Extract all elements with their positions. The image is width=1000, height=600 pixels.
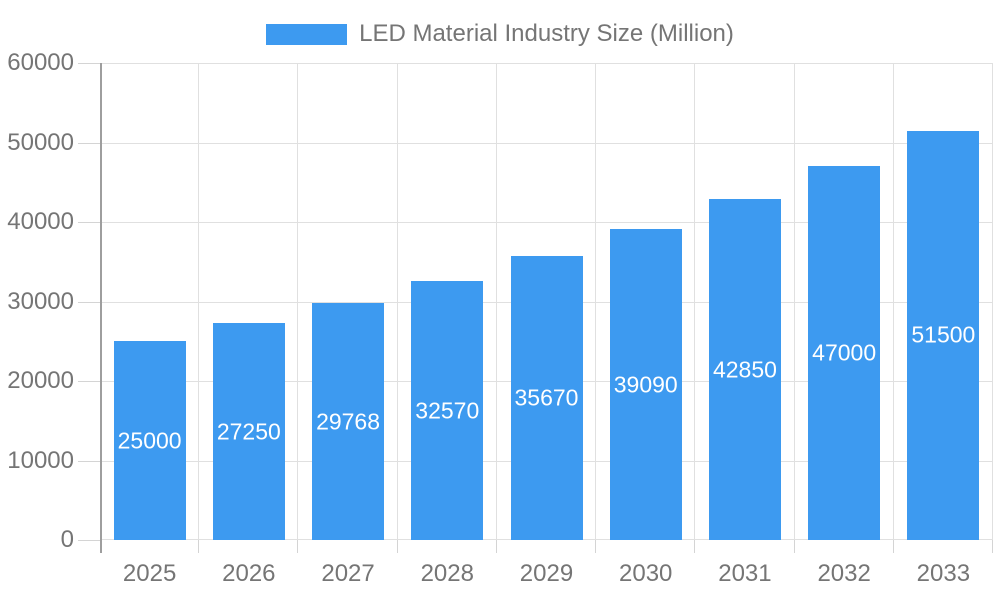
bar-value-label: 35670 (514, 384, 579, 411)
x-axis-label: 2031 (718, 560, 772, 587)
x-axis-tick (495, 540, 497, 553)
y-axis-tick (78, 142, 100, 144)
gridline-v (595, 63, 597, 540)
bar-2031[interactable]: 42850 (708, 199, 781, 540)
y-axis-label: 50000 (7, 128, 74, 156)
gridline-v (198, 63, 200, 540)
x-axis-label: 2030 (619, 560, 673, 587)
gridline-v (793, 63, 795, 540)
y-axis-tick (78, 301, 100, 303)
y-axis-line (100, 63, 102, 553)
y-axis-tick (78, 63, 100, 64)
bar-2027[interactable]: 29768 (312, 303, 385, 540)
x-axis-tick (595, 540, 597, 553)
bar-value-label: 27250 (216, 418, 281, 445)
bar-value-label: 29768 (316, 408, 381, 435)
gridline-h (100, 142, 993, 144)
x-axis-label: 2033 (916, 560, 971, 587)
gridline-v (694, 63, 696, 540)
y-axis-label: 0 (60, 526, 74, 553)
x-axis-label: 2026 (222, 560, 276, 587)
bar-2025[interactable]: 25000 (113, 341, 186, 540)
chart-legend[interactable]: LED Material Industry Size (Million) (0, 20, 1000, 48)
y-axis-label: 30000 (7, 287, 74, 315)
bar-value-label: 32570 (415, 397, 480, 424)
bar-value-label: 51500 (911, 321, 976, 348)
bar-2029[interactable]: 35670 (510, 256, 583, 540)
gridline-h (100, 63, 993, 64)
x-axis-tick (198, 540, 200, 553)
x-axis-tick (992, 540, 993, 553)
x-axis-label: 2025 (122, 560, 177, 587)
bar-value-label: 42850 (712, 356, 777, 383)
gridline-h (100, 222, 993, 223)
bar-2032[interactable]: 47000 (808, 166, 881, 540)
bar-2030[interactable]: 39090 (609, 229, 682, 540)
y-axis-label: 40000 (7, 208, 74, 235)
x-axis-label: 2029 (519, 560, 574, 587)
legend-swatch[interactable] (266, 23, 348, 45)
y-axis-label: 10000 (7, 446, 74, 474)
y-axis-tick (78, 381, 100, 382)
plot-area: 25000 27250 29768 32570 35670 39090 42850 47000… (100, 63, 993, 540)
gridline-v (396, 63, 398, 540)
bar-value-label: 25000 (117, 427, 182, 454)
bar-value-label: 47000 (812, 339, 877, 366)
gridline-v (297, 63, 299, 540)
gridline-v (495, 63, 497, 540)
x-axis-tick (396, 540, 398, 553)
x-axis-tick (793, 540, 795, 553)
x-axis-tick (694, 540, 696, 553)
legend-label: LED Material Industry Size (Million) (359, 20, 734, 47)
gridline-v (992, 63, 993, 540)
y-axis-tick (78, 222, 100, 223)
bar-2028[interactable]: 32570 (411, 281, 484, 540)
y-axis-tick (78, 460, 100, 462)
x-axis-label: 2028 (420, 560, 474, 587)
gridline-v (892, 63, 894, 540)
x-axis-label: 2032 (817, 560, 871, 587)
x-axis-tick (892, 540, 894, 553)
bar-2026[interactable]: 27250 (212, 323, 285, 540)
bar-2033[interactable]: 51500 (907, 130, 980, 540)
x-axis-tick (297, 540, 299, 553)
x-axis-label: 2027 (321, 560, 375, 587)
y-axis-tick (78, 540, 100, 541)
y-axis-label: 20000 (7, 367, 74, 394)
bar-value-label: 39090 (613, 371, 678, 398)
y-axis-label: 60000 (7, 49, 74, 76)
